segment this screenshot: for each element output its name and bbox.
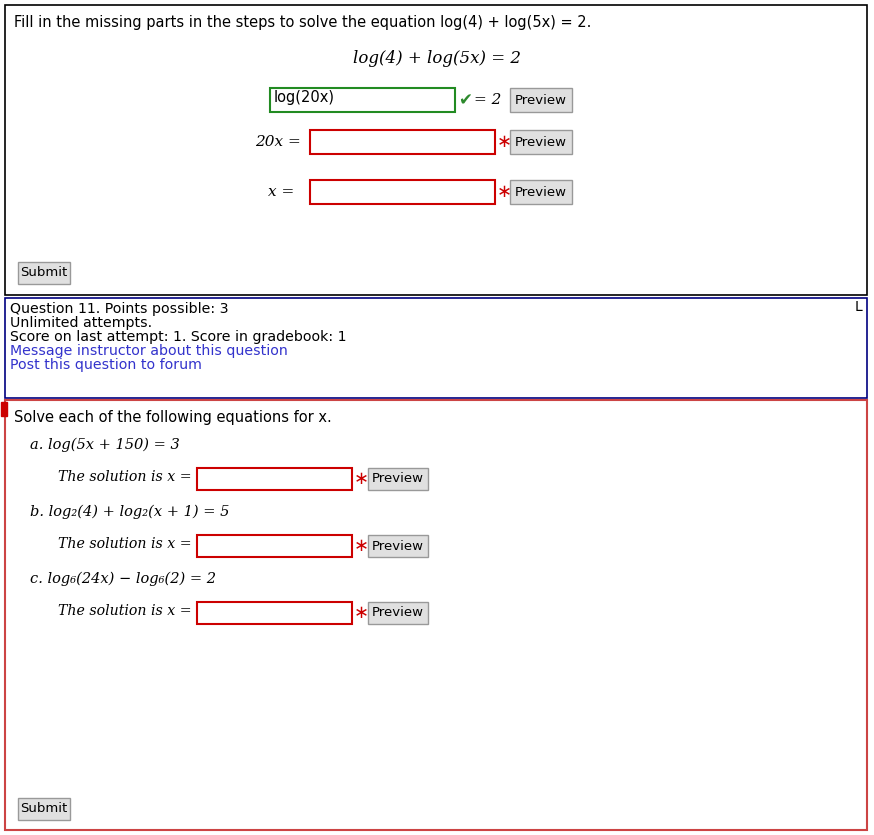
Bar: [197, 602, 352, 624]
Text: L: L: [854, 300, 862, 314]
Text: Post this question to forum: Post this question to forum: [10, 358, 202, 372]
Text: Message instructor about this question: Message instructor about this question: [10, 344, 288, 358]
Text: ∗: ∗: [354, 470, 369, 488]
Text: Preview: Preview: [372, 473, 424, 485]
Text: Preview: Preview: [515, 135, 567, 149]
Text: Preview: Preview: [515, 185, 567, 199]
Bar: [18, 798, 70, 820]
Text: The solution is x =: The solution is x =: [58, 537, 191, 551]
Text: b. log₂(4) + log₂(x + 1) = 5: b. log₂(4) + log₂(x + 1) = 5: [30, 505, 229, 519]
Bar: [368, 468, 428, 490]
Bar: [510, 130, 572, 154]
Text: Preview: Preview: [372, 539, 424, 553]
Text: ∗: ∗: [497, 183, 512, 201]
Text: log(20x): log(20x): [274, 90, 335, 105]
Text: ✔: ✔: [458, 91, 472, 109]
Text: 20x =: 20x =: [255, 135, 301, 149]
Text: Preview: Preview: [515, 94, 567, 107]
Bar: [510, 180, 572, 204]
Text: = 2: = 2: [474, 93, 502, 107]
Text: a. log(5x + 150) = 3: a. log(5x + 150) = 3: [30, 438, 180, 453]
Text: Preview: Preview: [372, 606, 424, 620]
Bar: [310, 180, 495, 204]
Bar: [5, 5, 867, 295]
Bar: [5, 298, 867, 398]
Text: Submit: Submit: [20, 802, 67, 816]
Text: ∗: ∗: [354, 537, 369, 555]
Text: The solution is x =: The solution is x =: [58, 604, 191, 618]
Text: Score on last attempt: 1. Score in gradebook: 1: Score on last attempt: 1. Score in grade…: [10, 330, 346, 344]
Text: Unlimited attempts.: Unlimited attempts.: [10, 316, 152, 330]
Bar: [18, 262, 70, 284]
Text: Fill in the missing parts in the steps to solve the equation log(4) + log(5x) = : Fill in the missing parts in the steps t…: [14, 15, 592, 30]
Bar: [197, 535, 352, 557]
Text: ∗: ∗: [354, 604, 369, 622]
Text: x =: x =: [268, 185, 295, 199]
Text: Solve each of the following equations for x.: Solve each of the following equations fo…: [14, 410, 332, 425]
Text: Submit: Submit: [20, 266, 67, 280]
Bar: [368, 535, 428, 557]
Text: ∗: ∗: [497, 133, 512, 151]
Bar: [197, 468, 352, 490]
Text: The solution is x =: The solution is x =: [58, 470, 191, 484]
Bar: [310, 130, 495, 154]
Bar: [5, 400, 867, 830]
Bar: [1, 402, 7, 416]
Text: log(4) + log(5x) = 2: log(4) + log(5x) = 2: [353, 50, 521, 67]
Bar: [270, 88, 455, 112]
Text: Question 11. Points possible: 3: Question 11. Points possible: 3: [10, 302, 229, 316]
Bar: [368, 602, 428, 624]
Text: c. log₆(24x) − log₆(2) = 2: c. log₆(24x) − log₆(2) = 2: [30, 572, 216, 586]
Bar: [510, 88, 572, 112]
